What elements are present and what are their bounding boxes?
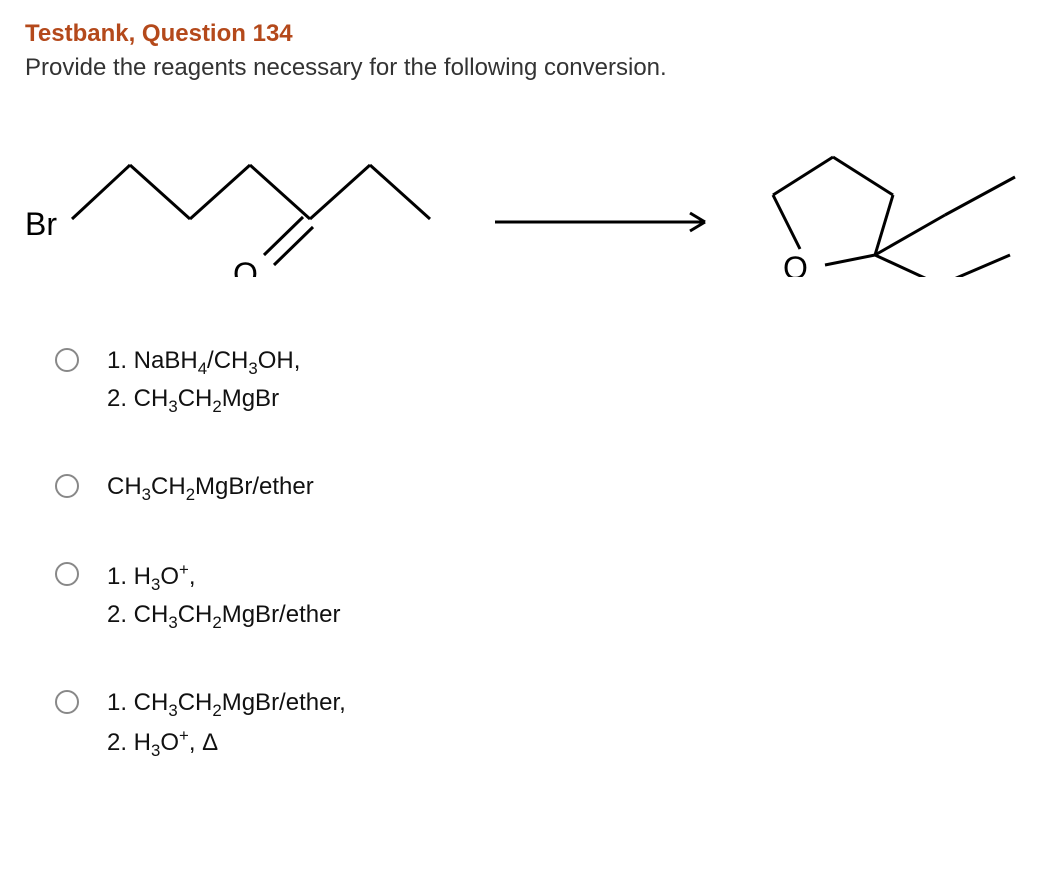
radio-icon[interactable] — [55, 474, 79, 498]
option-1[interactable]: 1. NaBH4/CH3OH,2. CH3CH2MgBr — [55, 343, 1034, 419]
option-4[interactable]: 1. CH3CH2MgBr/ether,2. H3O+, Δ — [55, 685, 1034, 763]
option-4-text: 1. CH3CH2MgBr/ether,2. H3O+, Δ — [107, 685, 346, 763]
options-group: 1. NaBH4/CH3OH,2. CH3CH2MgBr CH3CH2MgBr/… — [55, 343, 1034, 763]
option-2[interactable]: CH3CH2MgBr/ether — [55, 469, 1034, 507]
question-prompt: Provide the reagents necessary for the f… — [25, 54, 1034, 82]
option-2-text: CH3CH2MgBr/ether — [107, 469, 314, 507]
option-3[interactable]: 1. H3O+,2. CH3CH2MgBr/ether — [55, 557, 1034, 635]
radio-icon[interactable] — [55, 690, 79, 714]
ring-o-label: O — [783, 250, 808, 277]
question-title: Testbank, Question 134 — [25, 20, 1034, 48]
br-label: Br — [25, 206, 57, 242]
radio-icon[interactable] — [55, 562, 79, 586]
option-1-text: 1. NaBH4/CH3OH,2. CH3CH2MgBr — [107, 343, 300, 419]
reaction-diagram: Br O — [25, 107, 1034, 283]
radio-icon[interactable] — [55, 348, 79, 372]
carbonyl-o-label: O — [233, 256, 258, 277]
option-3-text: 1. H3O+,2. CH3CH2MgBr/ether — [107, 557, 340, 635]
